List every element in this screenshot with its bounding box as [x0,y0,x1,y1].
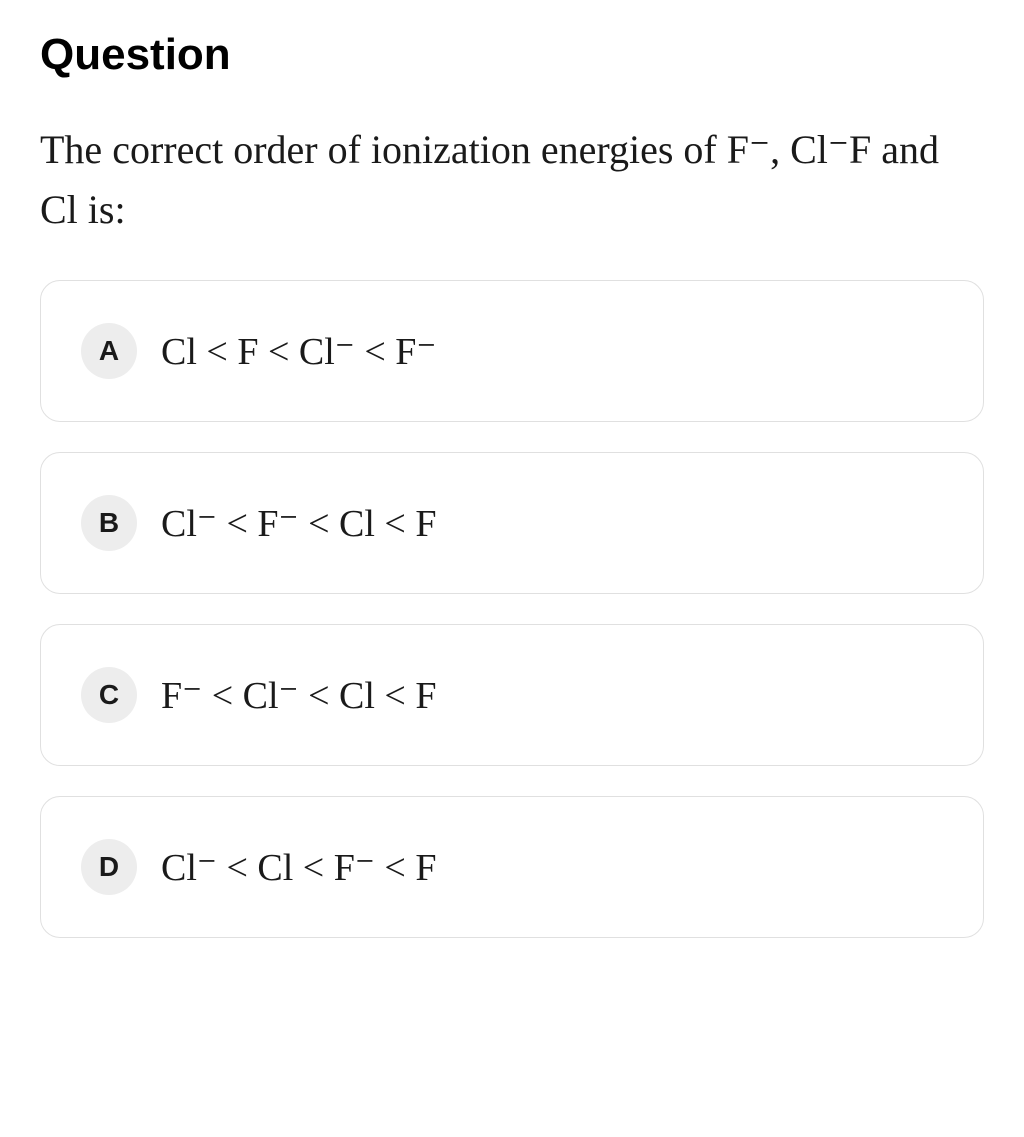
option-text: Cl⁻ < F⁻ < Cl < F [161,501,436,546]
option-badge: D [81,839,137,895]
options-container: A Cl < F < Cl⁻ < F⁻ B Cl⁻ < F⁻ < Cl < F … [40,280,984,938]
option-card-c[interactable]: C F⁻ < Cl⁻ < Cl < F [40,624,984,766]
option-text: Cl < F < Cl⁻ < F⁻ [161,329,436,374]
option-badge: C [81,667,137,723]
question-heading: Question [40,30,984,80]
option-card-d[interactable]: D Cl⁻ < Cl < F⁻ < F [40,796,984,938]
option-text: Cl⁻ < Cl < F⁻ < F [161,845,436,890]
option-badge: A [81,323,137,379]
option-card-b[interactable]: B Cl⁻ < F⁻ < Cl < F [40,452,984,594]
question-text: The correct order of ionization energies… [40,120,984,240]
option-badge: B [81,495,137,551]
option-text: F⁻ < Cl⁻ < Cl < F [161,673,436,718]
option-card-a[interactable]: A Cl < F < Cl⁻ < F⁻ [40,280,984,422]
